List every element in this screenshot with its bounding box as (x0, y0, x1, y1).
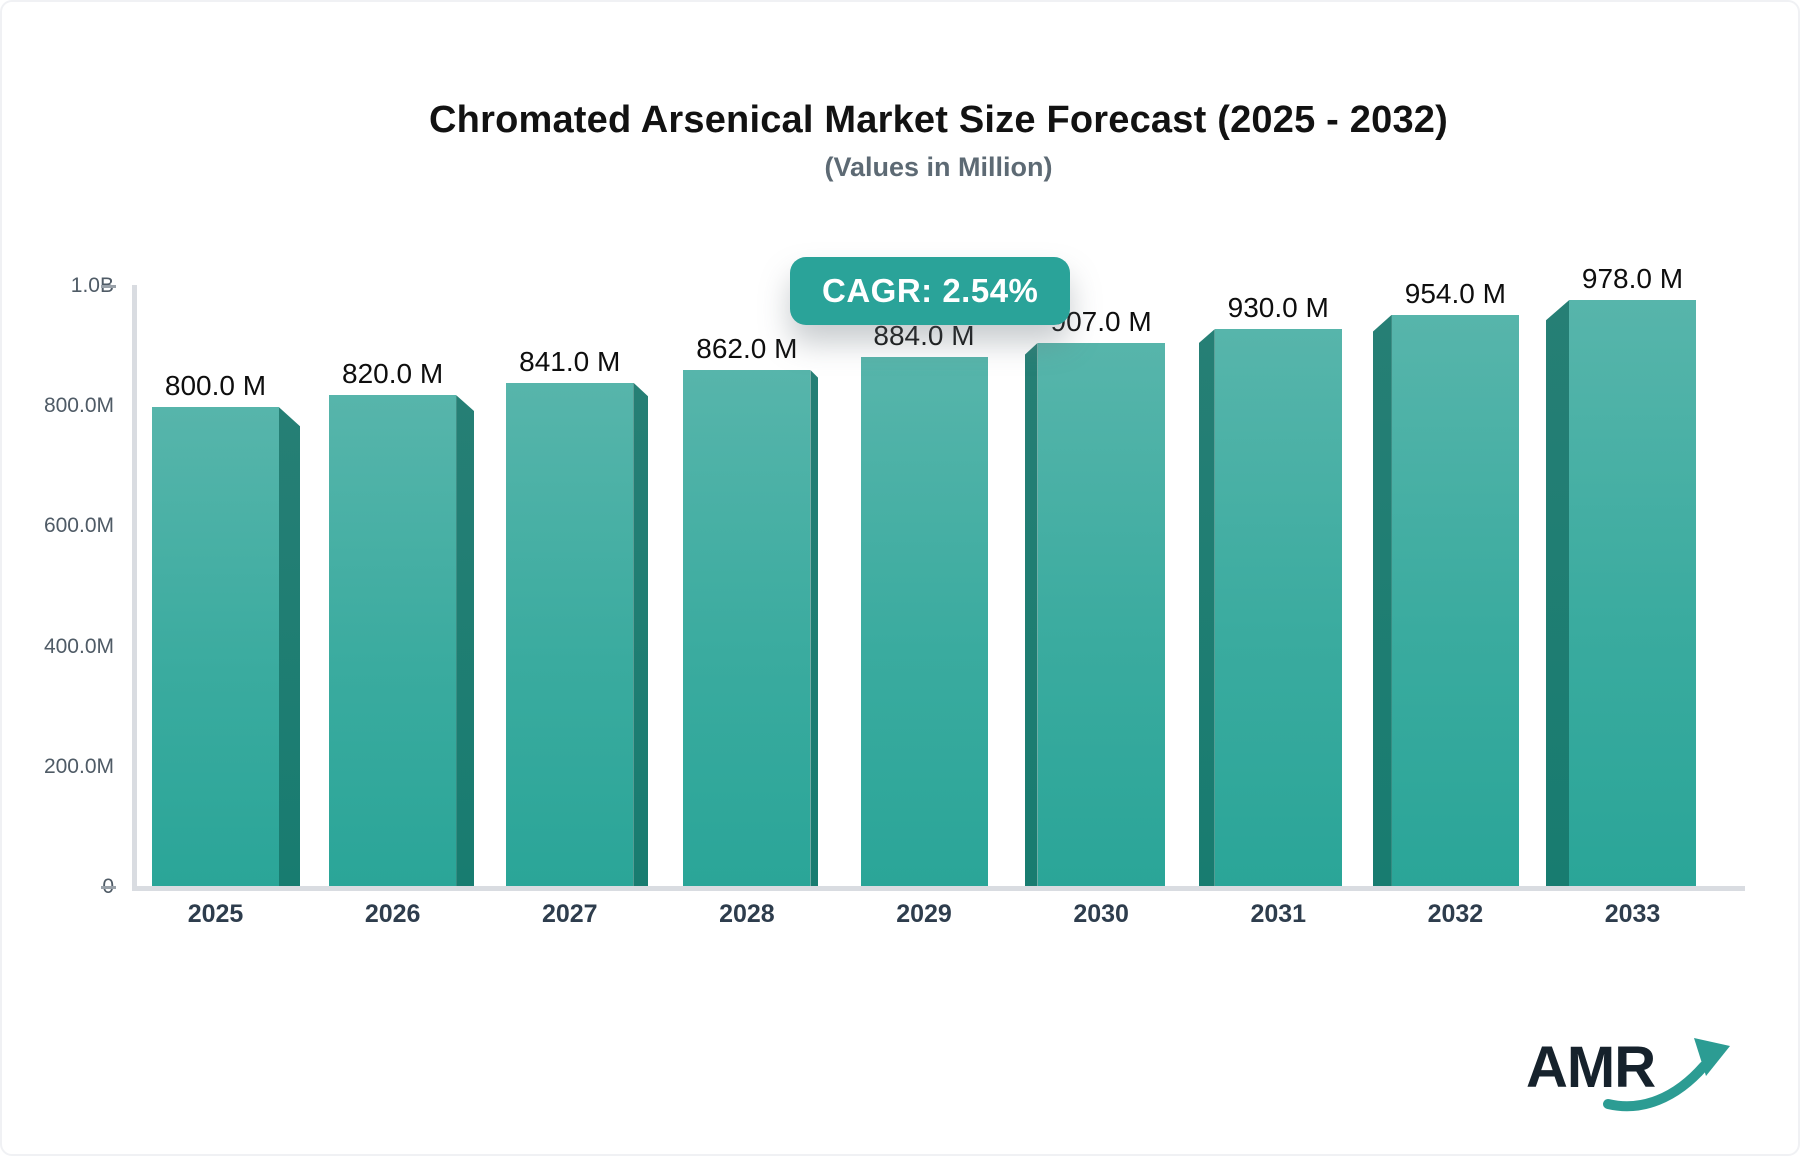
bar-3d-side (810, 369, 819, 890)
y-tick-dash (101, 285, 116, 288)
bar-2027 (506, 382, 649, 890)
y-tick-label: 800.0M (43, 394, 114, 418)
bar-2029 (860, 356, 988, 890)
y-tick-label: 400.0M (43, 634, 114, 658)
y-tick-label: 1.0B (70, 274, 114, 297)
bar-face (1037, 342, 1165, 890)
bar-value-label: 820.0 M (342, 358, 444, 390)
x-axis-line (132, 886, 1745, 891)
amr-logo: AMR (1526, 1034, 1730, 1114)
y-tick-label: 200.0M (43, 754, 114, 778)
bar-3d-side (1198, 329, 1215, 890)
bar-value-label: 841.0 M (519, 345, 621, 377)
x-tick-label: 2027 (541, 900, 598, 928)
bar-value-label: 862.0 M (696, 332, 798, 364)
x-tick-label: 2033 (1604, 900, 1661, 928)
bar-value-label: 930.0 M (1227, 292, 1329, 324)
bar-2032 (1372, 314, 1519, 890)
bar-face (1214, 329, 1342, 890)
bar-value-label: 954.0 M (1404, 277, 1506, 309)
x-tick-label: 2031 (1250, 900, 1307, 928)
bar-face (860, 356, 988, 890)
bar-2030 (1024, 342, 1165, 890)
bar-2025 (152, 407, 300, 890)
x-tick-label: 2032 (1427, 900, 1484, 928)
bar-3d-side (1372, 314, 1392, 890)
chart-title: Chromated Arsenical Market Size Forecast… (429, 99, 1448, 141)
chart-subtitle: (Values in Million) (824, 152, 1053, 182)
x-tick-label: 2030 (1073, 900, 1129, 928)
bar-value-label: 800.0 M (164, 370, 267, 402)
x-tick-label: 2029 (896, 900, 952, 928)
y-tick-label: 0 (2, 875, 114, 899)
bar-3d-side (456, 395, 475, 890)
bar-2033 (1546, 300, 1696, 890)
growth-arrow-icon (1603, 1038, 1730, 1112)
bar-3d-side (1546, 300, 1569, 890)
bar-face (506, 382, 634, 890)
bar-face (683, 369, 811, 890)
cagr-badge: CAGR: 2.54% (790, 257, 1071, 325)
bar-face (152, 407, 279, 890)
bar-3d-side (1024, 342, 1038, 890)
bar-2026 (329, 395, 475, 890)
bar-2031 (1198, 329, 1342, 890)
bar-3d-side (279, 407, 300, 890)
bar-3d-side (633, 382, 649, 890)
y-tick-dash (101, 886, 116, 889)
y-tick-label: 600.0M (43, 514, 114, 538)
bar-face (1391, 314, 1519, 890)
bar-face (1569, 300, 1696, 890)
bar-value-label: 978.0 M (1581, 263, 1684, 295)
x-tick-label: 2026 (364, 900, 421, 928)
y-axis-line (132, 285, 137, 891)
amr-logo-text: AMR (1526, 1035, 1656, 1100)
x-tick-label: 2025 (187, 900, 244, 928)
bar-face (329, 395, 457, 890)
x-tick-label: 2028 (719, 900, 775, 928)
bar-2028 (683, 369, 819, 890)
